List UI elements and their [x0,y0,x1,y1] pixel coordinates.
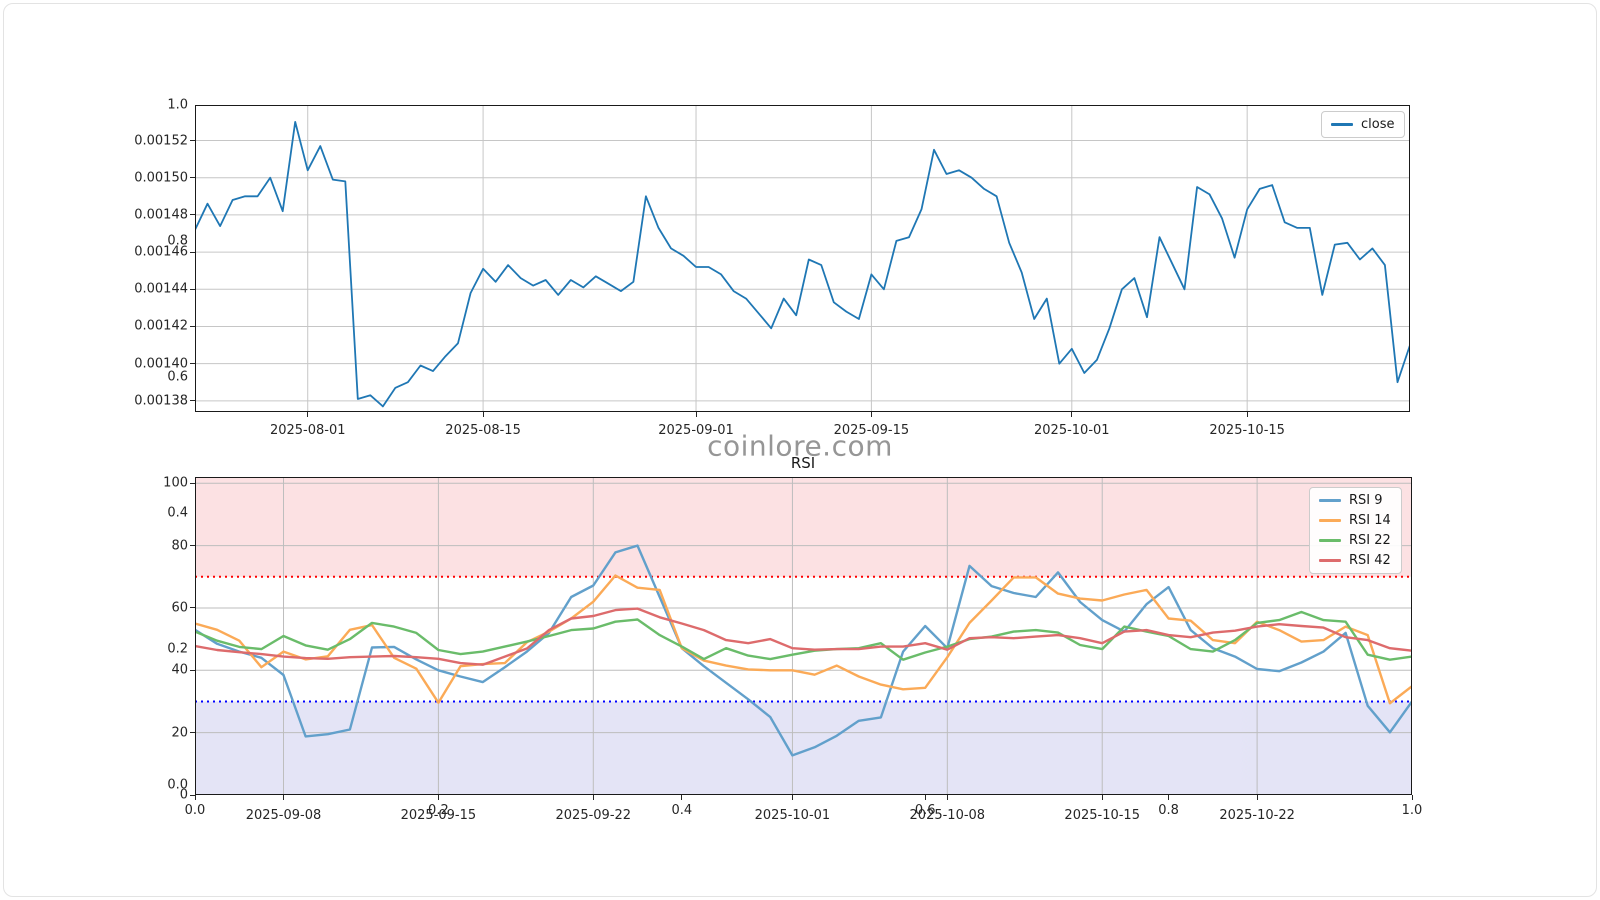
price-legend: close [1321,111,1406,138]
overlay-bottom-tick [681,795,683,800]
price-y-tick-label: 0.00140 [134,356,188,372]
rsi-x-tick [592,795,594,800]
rsi42-legend-label: RSI 42 [1349,553,1391,568]
overlay-left-tick-label: 0.2 [167,641,188,657]
rsi14-legend-label: RSI 14 [1349,513,1391,528]
rsi-y-tick [190,732,195,734]
price-y-tick-label: 0.00142 [134,318,188,334]
price-y-tick [190,363,195,365]
price-y-tick [190,288,195,290]
rsi9-line-swatch [1319,499,1341,502]
rsi-x-tick-label: 2025-09-15 [400,808,477,823]
price-legend-entry-close: close [1331,117,1394,132]
price-y-tick-label: 0.00138 [134,393,188,409]
rsi22-legend-label: RSI 22 [1349,533,1391,548]
rsi-legend-entry-rsi9: RSI 9 [1319,493,1391,508]
price-x-tick [870,412,872,417]
rsi-x-tick [1256,795,1258,800]
overlay-left-tick-label: 0.0 [167,777,188,793]
rsi-y-tick [190,794,195,796]
overlay-left-tick-label: 0.4 [167,505,188,521]
overlay-left-tick-label: 0.6 [167,369,188,385]
overlay-bottom-tick-label: 1.0 [1401,803,1423,818]
rsi-y-tick [190,669,195,671]
rsi22-line-swatch [1319,539,1341,542]
close-line-swatch [1331,123,1353,126]
rsi-x-tick-label: 2025-10-15 [1064,808,1140,823]
rsi-x-tick-label: 2025-09-22 [555,808,632,823]
price-x-tick [695,412,697,417]
price-x-tick [307,412,309,417]
price-x-tick-label: 2025-10-15 [1209,423,1285,438]
rsi42-line-swatch [1319,559,1341,562]
price-x-tick [1246,412,1248,417]
rsi-y-tick [190,545,195,547]
overlay-left-tick-label: 0.8 [167,233,188,249]
price-y-tick-label: 0.00148 [134,207,188,223]
rsi-x-tick [791,795,793,800]
price-legend-label: close [1361,117,1395,132]
rsi14-line-swatch [1319,519,1341,522]
overlay-bottom-tick [194,795,196,800]
overlay-bottom-tick-label: 0.2 [428,803,449,818]
price-y-tick [190,140,195,142]
price-y-tick [190,177,195,179]
overlay-bottom-tick-label: 0.4 [671,803,693,818]
overlay-bottom-tick-label: 0.6 [914,803,936,818]
rsi-y-tick-label: 20 [171,725,188,741]
overlay-left-tick-label: 1.0 [167,97,188,113]
rsi-x-tick-label: 2025-10-22 [1219,808,1295,823]
rsi-legend: RSI 9 RSI 14 RSI 22 RSI 42 [1309,487,1402,574]
price-x-tick-label: 2025-09-15 [833,423,910,438]
price-y-tick [190,251,195,253]
price-x-tick-label: 2025-08-15 [445,423,521,438]
rsi-x-tick-label: 2025-10-08 [909,808,986,823]
price-y-tick-label: 0.00152 [134,133,188,149]
rsi9-legend-label: RSI 9 [1349,493,1383,508]
price-y-tick [190,214,195,216]
rsi-x-tick [283,795,284,800]
rsi-legend-entry-rsi14: RSI 14 [1319,513,1391,528]
rsi-x-tick [1101,795,1103,800]
rsi-subplot-title: RSI [790,454,816,472]
rsi-y-tick-label: 80 [171,538,188,554]
rsi-y-tick [190,607,195,609]
rsi-x-tick-label: 2025-09-08 [245,808,322,823]
price-y-tick [190,400,195,402]
rsi-y-tick [190,482,195,484]
rsi-y-tick-label: 60 [171,600,188,616]
price-x-tick-label: 2025-09-01 [658,423,734,438]
price-y-tick-label: 0.00146 [134,244,188,260]
overlay-bottom-tick [437,795,439,800]
rsi-y-tick-label: 40 [171,662,188,678]
price-y-tick-label: 0.00150 [134,170,188,186]
overlay-bottom-tick-label: 0.0 [184,803,206,818]
overlay-bottom-tick-label: 0.8 [1158,803,1179,818]
price-y-tick [190,325,195,327]
rsi-x-tick-label: 2025-10-01 [754,808,831,823]
rsi-legend-entry-rsi22: RSI 22 [1319,533,1391,548]
overlay-bottom-tick [1168,795,1170,800]
rsi-legend-entry-rsi42: RSI 42 [1319,553,1391,568]
rsi-x-tick [946,795,948,800]
price-x-tick-label: 2025-10-01 [1034,423,1110,438]
price-x-tick [1071,412,1073,417]
price-chart [195,105,1410,412]
price-x-tick [482,412,484,417]
overlay-bottom-tick [1411,795,1413,800]
watermark: coinlore.com [707,429,893,463]
rsi-chart [195,477,1412,795]
price-y-tick-label: 0.00144 [134,281,188,297]
price-x-tick-label: 2025-08-01 [269,423,346,438]
rsi-y-tick-label: 100 [163,475,188,491]
rsi-y-tick-label: 0 [179,787,188,803]
overlay-bottom-tick [924,795,926,800]
